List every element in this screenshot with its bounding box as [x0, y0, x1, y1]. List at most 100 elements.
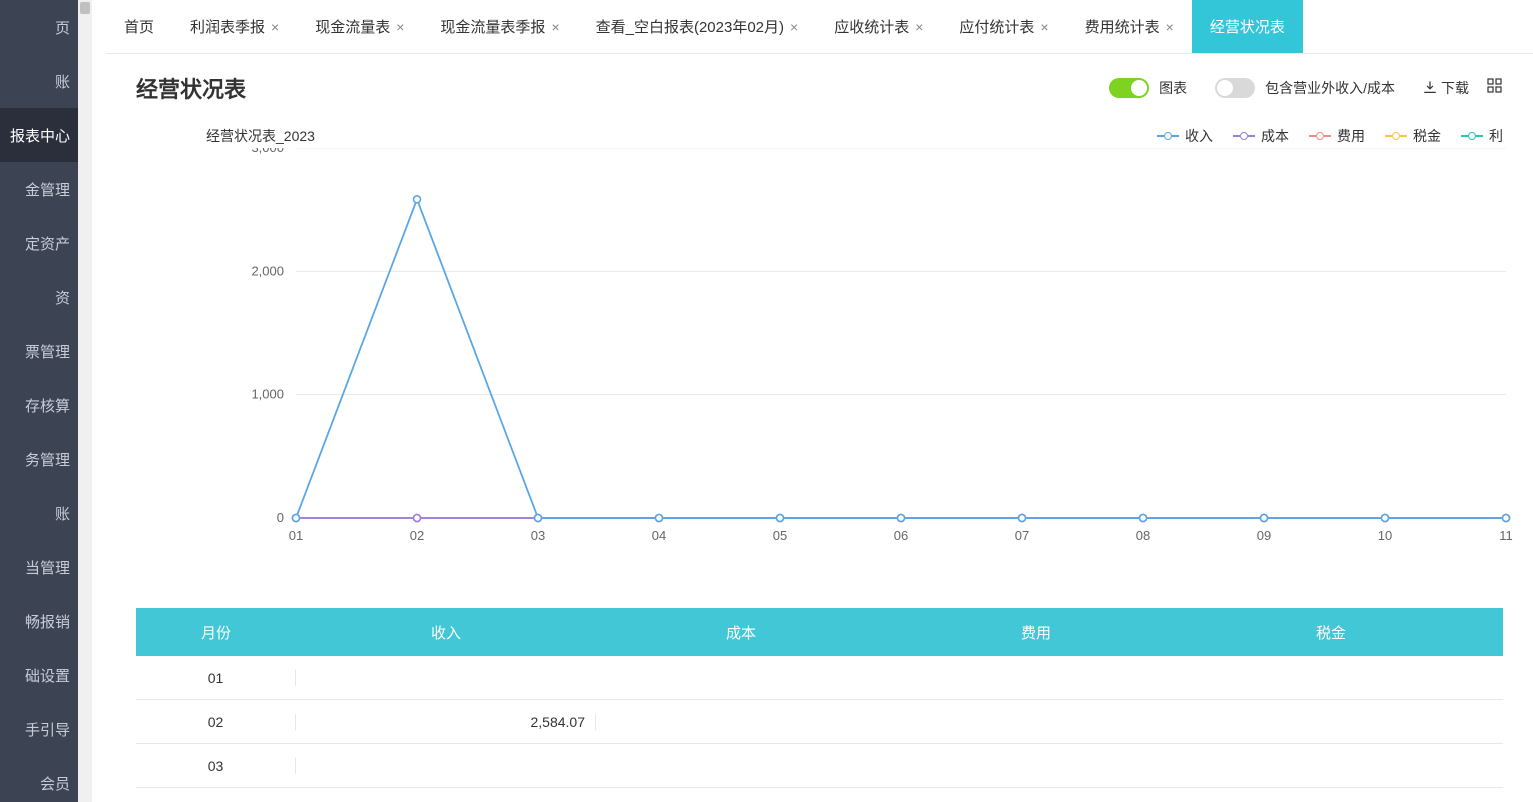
sidebar-item-label: 资 [55, 287, 70, 308]
table-row: 03 [136, 744, 1503, 788]
svg-text:03: 03 [531, 528, 545, 543]
legend-label: 成本 [1261, 126, 1289, 146]
th-cost: 成本 [596, 622, 886, 643]
grid-icon [1487, 78, 1503, 94]
chart-title: 经营状况表_2023 [206, 126, 315, 146]
table-row: 01 [136, 656, 1503, 700]
toggle-extra-label: 包含营业外收入/成本 [1265, 78, 1395, 98]
sidebar: 页账报表中心金管理定资产资票管理存核算务管理账当管理畅报销础设置手引导会员 [0, 0, 92, 802]
svg-text:07: 07 [1015, 528, 1029, 543]
legend-label: 费用 [1337, 126, 1365, 146]
legend-item-3[interactable]: 税金 [1385, 126, 1441, 146]
sidebar-item-label: 报表中心 [10, 125, 70, 146]
legend-item-4[interactable]: 利 [1461, 126, 1503, 146]
svg-text:04: 04 [652, 528, 666, 543]
svg-text:08: 08 [1136, 528, 1150, 543]
legend-swatch [1385, 132, 1407, 140]
close-icon[interactable]: × [915, 19, 923, 35]
sidebar-item-label: 票管理 [25, 341, 70, 362]
svg-text:02: 02 [410, 528, 424, 543]
tab-8[interactable]: 经营状况表 [1192, 0, 1303, 53]
td-month: 02 [136, 714, 296, 730]
svg-text:09: 09 [1257, 528, 1271, 543]
sidebar-item-label: 定资产 [25, 233, 70, 254]
download-label: 下载 [1441, 78, 1469, 98]
svg-text:0: 0 [277, 510, 284, 525]
tab-4[interactable]: 查看_空白报表(2023年02月) × [578, 0, 817, 53]
tab-5[interactable]: 应收统计表× [816, 0, 941, 53]
svg-text:01: 01 [289, 528, 303, 543]
toggle-extra-wrap: 包含营业外收入/成本 [1215, 78, 1395, 98]
legend-swatch [1309, 132, 1331, 140]
close-icon[interactable]: × [1040, 19, 1048, 35]
page-header: 经营状况表 图表 包含营业外收入/成本 下载 [106, 54, 1533, 118]
legend-label: 收入 [1185, 126, 1213, 146]
legend-item-2[interactable]: 费用 [1309, 126, 1365, 146]
sidebar-item-label: 手引导 [25, 719, 70, 740]
toggle-extra[interactable] [1215, 78, 1255, 98]
close-icon[interactable]: × [790, 19, 798, 35]
sidebar-item-label: 页 [55, 17, 70, 38]
more-icon[interactable] [1487, 78, 1503, 99]
tab-label: 利润表季报 [190, 16, 265, 37]
sidebar-item-label: 当管理 [25, 557, 70, 578]
sidebar-item-label: 账 [55, 503, 70, 524]
tab-6[interactable]: 应付统计表 × [941, 0, 1066, 53]
tab-label: 费用统计表 [1085, 16, 1160, 37]
download-icon [1423, 81, 1437, 95]
tab-label: 应付统计表 [959, 16, 1034, 37]
page-title: 经营状况表 [136, 72, 1109, 104]
svg-text:06: 06 [894, 528, 908, 543]
tab-label: 查看_空白报表(2023年02月) [596, 16, 784, 37]
toggle-chart-wrap: 图表 [1109, 78, 1187, 98]
td-revenue: 2,584.07 [296, 714, 596, 730]
main-area: 首页 利润表季报 × 现金流量表 × 现金流量表季报 × 查看_空白报表(2023年02月) ×… [106, 0, 1533, 802]
tab-7[interactable]: 费用统计表 × [1067, 0, 1192, 53]
th-tax: 税金 [1186, 622, 1476, 643]
td-month: 03 [136, 758, 296, 774]
sidebar-scrollbar[interactable] [78, 0, 92, 802]
tab-label: 首页 [124, 16, 154, 37]
legend-swatch [1233, 132, 1255, 140]
tab-1[interactable]: 利润表季报 × [172, 0, 297, 53]
tab-label: 现金流量表季报 [440, 16, 545, 37]
sidebar-item-label: 存核算 [25, 395, 70, 416]
table-body: 01 022,584.07 03 [136, 656, 1503, 788]
legend-item-1[interactable]: 成本 [1233, 126, 1289, 146]
toggle-chart[interactable] [1109, 78, 1149, 98]
sidebar-item-label: 会员 [40, 773, 70, 794]
close-icon[interactable]: × [1166, 19, 1174, 35]
tab-label: 经营状况表 [1210, 16, 1285, 37]
legend-item-0[interactable]: 收入 [1157, 126, 1213, 146]
td-month: 01 [136, 670, 296, 686]
sidebar-item-label: 础设置 [25, 665, 70, 686]
tab-3[interactable]: 现金流量表季报 × [422, 0, 577, 53]
svg-text:11: 11 [1499, 528, 1513, 543]
tab-0[interactable]: 首页 [106, 0, 172, 53]
sidebar-item-label: 金管理 [25, 179, 70, 200]
sidebar-item-label: 账 [55, 71, 70, 92]
chart-area: 经营状况表_2023 收入成本费用税金利 01,0002,0003,000010… [136, 118, 1503, 588]
sidebar-item-label: 畅报销 [25, 611, 70, 632]
sidebar-item-label: 务管理 [25, 449, 70, 470]
data-table: 月份 收入 成本 费用 税金 01 022,584.07 03 [136, 608, 1503, 788]
tab-bar: 首页 利润表季报 × 现金流量表 × 现金流量表季报 × 查看_空白报表(2023年02月) ×… [106, 0, 1533, 54]
legend-swatch [1157, 132, 1179, 140]
svg-text:2,000: 2,000 [251, 263, 284, 278]
th-fee: 费用 [886, 622, 1186, 643]
close-icon[interactable]: × [396, 19, 404, 35]
svg-text:1,000: 1,000 [251, 387, 284, 402]
close-icon[interactable]: × [271, 19, 279, 35]
svg-text:05: 05 [773, 528, 787, 543]
close-icon[interactable]: × [551, 19, 559, 35]
th-revenue: 收入 [296, 622, 596, 643]
download-button[interactable]: 下载 [1423, 78, 1469, 98]
chart-legend: 收入 成本 费用 税金 利 [1157, 126, 1503, 146]
table-header-row: 月份 收入 成本 费用 税金 [136, 608, 1503, 656]
tab-2[interactable]: 现金流量表 × [297, 0, 422, 53]
tab-label: 现金流量表 [315, 16, 390, 37]
toggle-chart-label: 图表 [1159, 78, 1187, 98]
legend-label: 税金 [1413, 126, 1441, 146]
legend-label: 利 [1489, 126, 1503, 146]
th-month: 月份 [136, 622, 296, 643]
